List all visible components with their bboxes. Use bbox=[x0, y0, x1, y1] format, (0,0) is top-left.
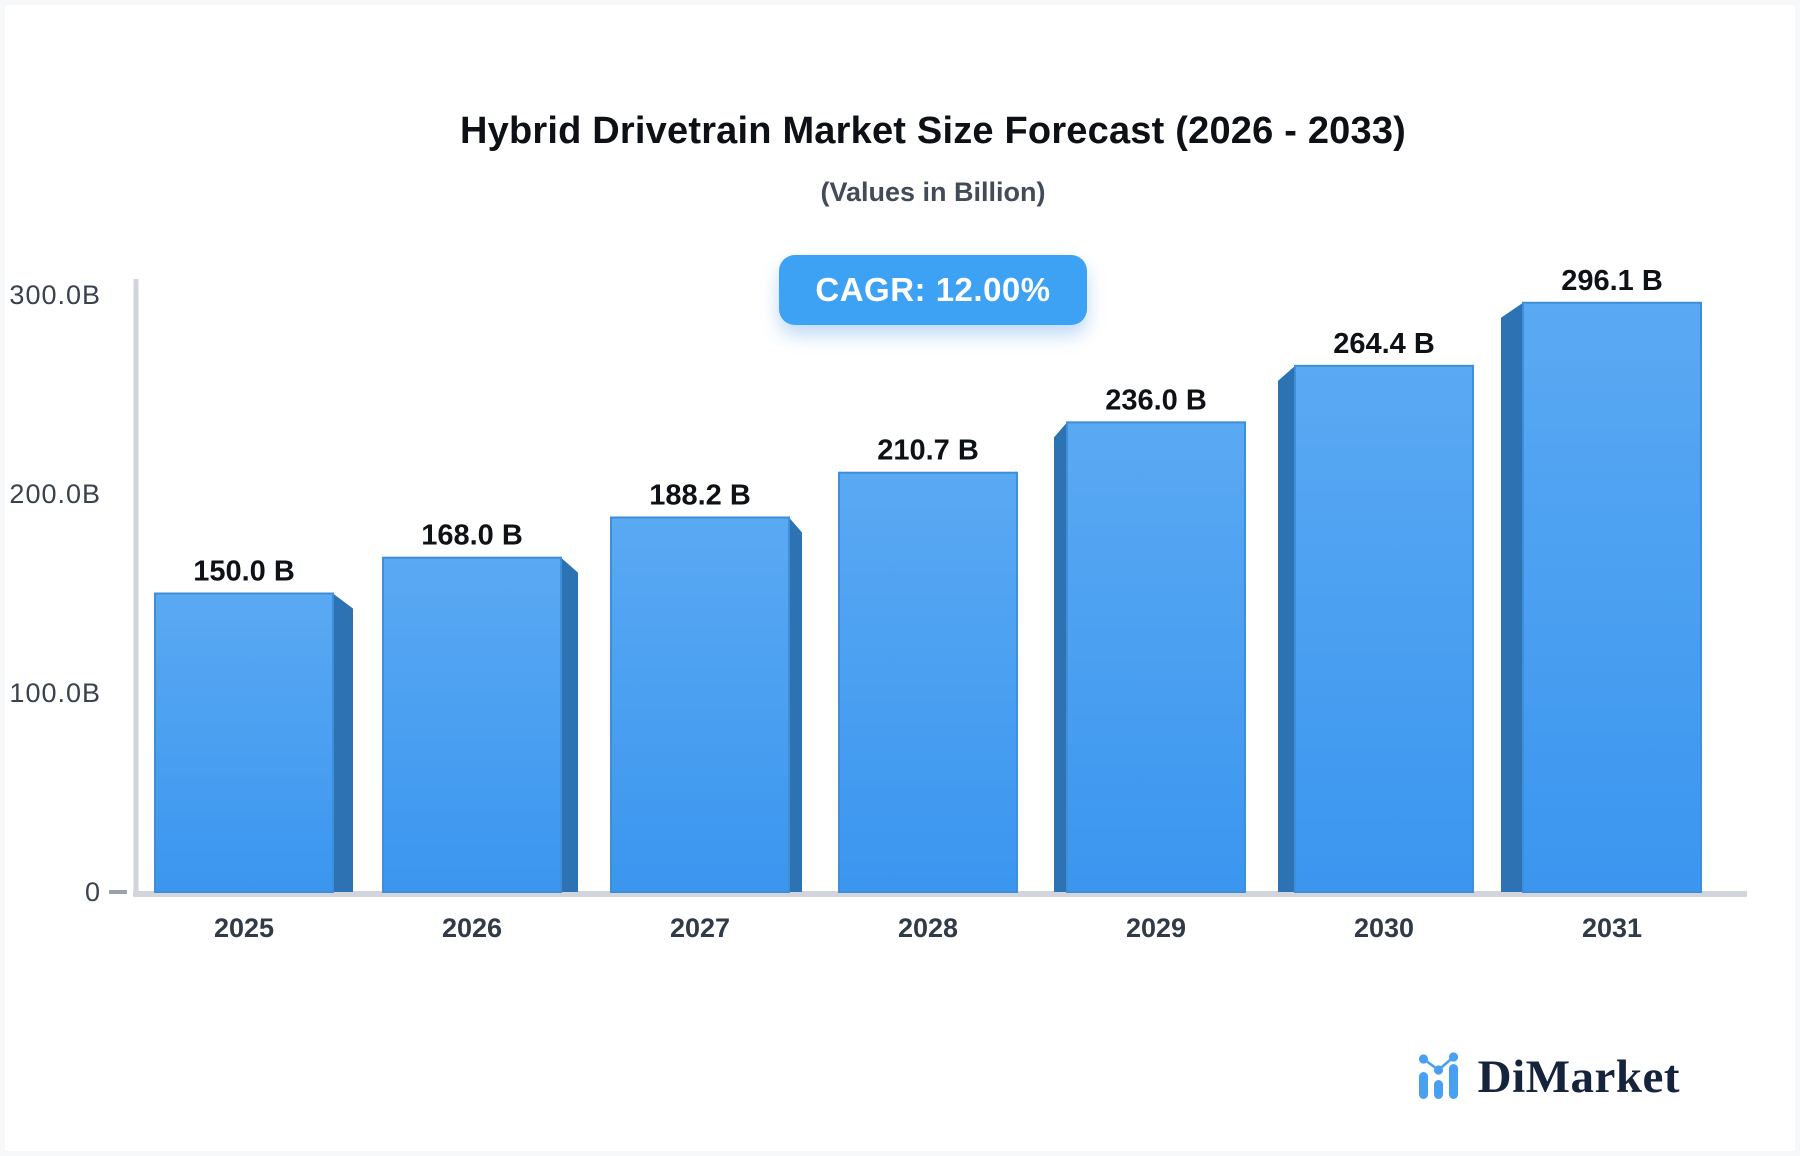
axes bbox=[109, 279, 1747, 897]
bar-side-panel bbox=[333, 593, 353, 892]
bar-side-panel bbox=[789, 517, 802, 892]
bar-value-label: 236.0 B bbox=[1105, 384, 1207, 416]
y-axis-line bbox=[133, 279, 139, 895]
x-tick-label: 2025 bbox=[214, 913, 274, 943]
chart-subtitle: (Values in Billion) bbox=[820, 176, 1046, 207]
bar-2026: 168.0 B bbox=[382, 520, 578, 893]
dimarket-logo: DiMarket bbox=[1418, 1051, 1680, 1101]
x-tick-label: 2030 bbox=[1354, 913, 1414, 943]
bar-face bbox=[1294, 364, 1474, 893]
bar-face bbox=[838, 471, 1018, 893]
bar-value-label: 150.0 B bbox=[193, 556, 295, 588]
bar-value-label: 188.2 B bbox=[649, 479, 751, 511]
bars: 150.0 B 168.0 B 188.2 B 210.7 B 236.0 B 264.4… bbox=[154, 265, 1702, 893]
bar-2029: 236.0 B bbox=[1054, 384, 1246, 893]
x-tick-label: 2027 bbox=[670, 913, 730, 943]
bar-side-panel bbox=[1278, 365, 1295, 892]
y-tick-label: 100.0B bbox=[9, 678, 101, 708]
bar-face bbox=[1066, 421, 1246, 893]
bar-2031: 296.1 B bbox=[1501, 265, 1702, 893]
bar-side-panel bbox=[1501, 302, 1523, 892]
axis-labels: 300.0B 200.0B 100.0B 0 2025 2026 2027 2028 2029 2… bbox=[9, 280, 1642, 943]
bar-face bbox=[382, 556, 562, 893]
bar-value-label: 296.1 B bbox=[1561, 265, 1663, 297]
x-tick-label: 2031 bbox=[1582, 913, 1642, 943]
cagr-badge: CAGR: 12.00% bbox=[779, 254, 1087, 325]
bar-face bbox=[610, 516, 790, 893]
chart-title: Hybrid Drivetrain Market Size Forecast (… bbox=[459, 110, 1407, 152]
bar-side-panel bbox=[1054, 422, 1067, 892]
zero-tick-dash bbox=[109, 890, 127, 894]
bar-value-label: 168.0 B bbox=[421, 520, 523, 552]
y-tick-label: 300.0B bbox=[9, 280, 101, 310]
bar-line-chart-icon bbox=[1418, 1052, 1458, 1099]
logo-text: DiMarket bbox=[1477, 1051, 1680, 1103]
y-tick-label: 200.0B bbox=[9, 479, 101, 509]
x-axis-line bbox=[133, 891, 1747, 897]
bar-value-label: 264.4 B bbox=[1333, 328, 1435, 360]
bar-face bbox=[1522, 301, 1702, 893]
bar-value-label: 210.7 B bbox=[877, 435, 979, 467]
y-tick-label: 0 bbox=[85, 877, 101, 907]
x-tick-label: 2028 bbox=[898, 913, 958, 943]
x-tick-label: 2026 bbox=[442, 913, 502, 943]
chart-header: Hybrid Drivetrain Market Size Forecast (… bbox=[61, 109, 1795, 325]
bar-2025: 150.0 B bbox=[154, 556, 353, 893]
x-tick-label: 2029 bbox=[1126, 913, 1186, 943]
bar-2027: 188.2 B bbox=[610, 479, 802, 893]
bar-chart: 150.0 B 168.0 B 188.2 B 210.7 B 236.0 B 264.4… bbox=[9, 265, 1747, 943]
bar-side-panel bbox=[561, 557, 578, 892]
bar-2028: 210.7 B bbox=[838, 435, 1018, 893]
bar-2030: 264.4 B bbox=[1278, 328, 1474, 893]
bar-face bbox=[154, 592, 334, 893]
